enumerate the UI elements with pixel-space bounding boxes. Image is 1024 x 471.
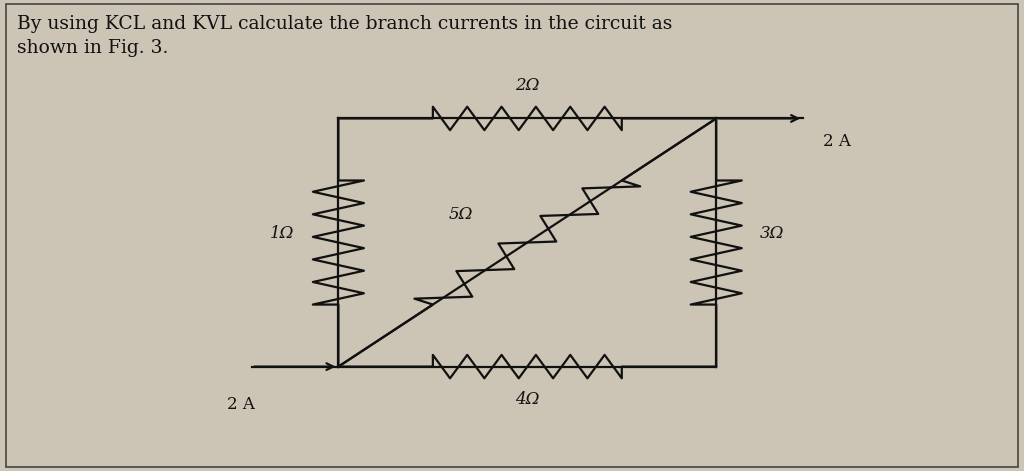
Text: 3Ω: 3Ω (760, 225, 784, 242)
Text: 4Ω: 4Ω (515, 391, 540, 408)
Text: By using KCL and KVL calculate the branch currents in the circuit as
shown in Fi: By using KCL and KVL calculate the branc… (16, 16, 672, 57)
Text: 2Ω: 2Ω (515, 77, 540, 94)
Text: 2 A: 2 A (227, 396, 255, 413)
Text: 2 A: 2 A (823, 133, 851, 150)
Text: 1Ω: 1Ω (270, 225, 295, 242)
Text: 5Ω: 5Ω (449, 206, 473, 223)
